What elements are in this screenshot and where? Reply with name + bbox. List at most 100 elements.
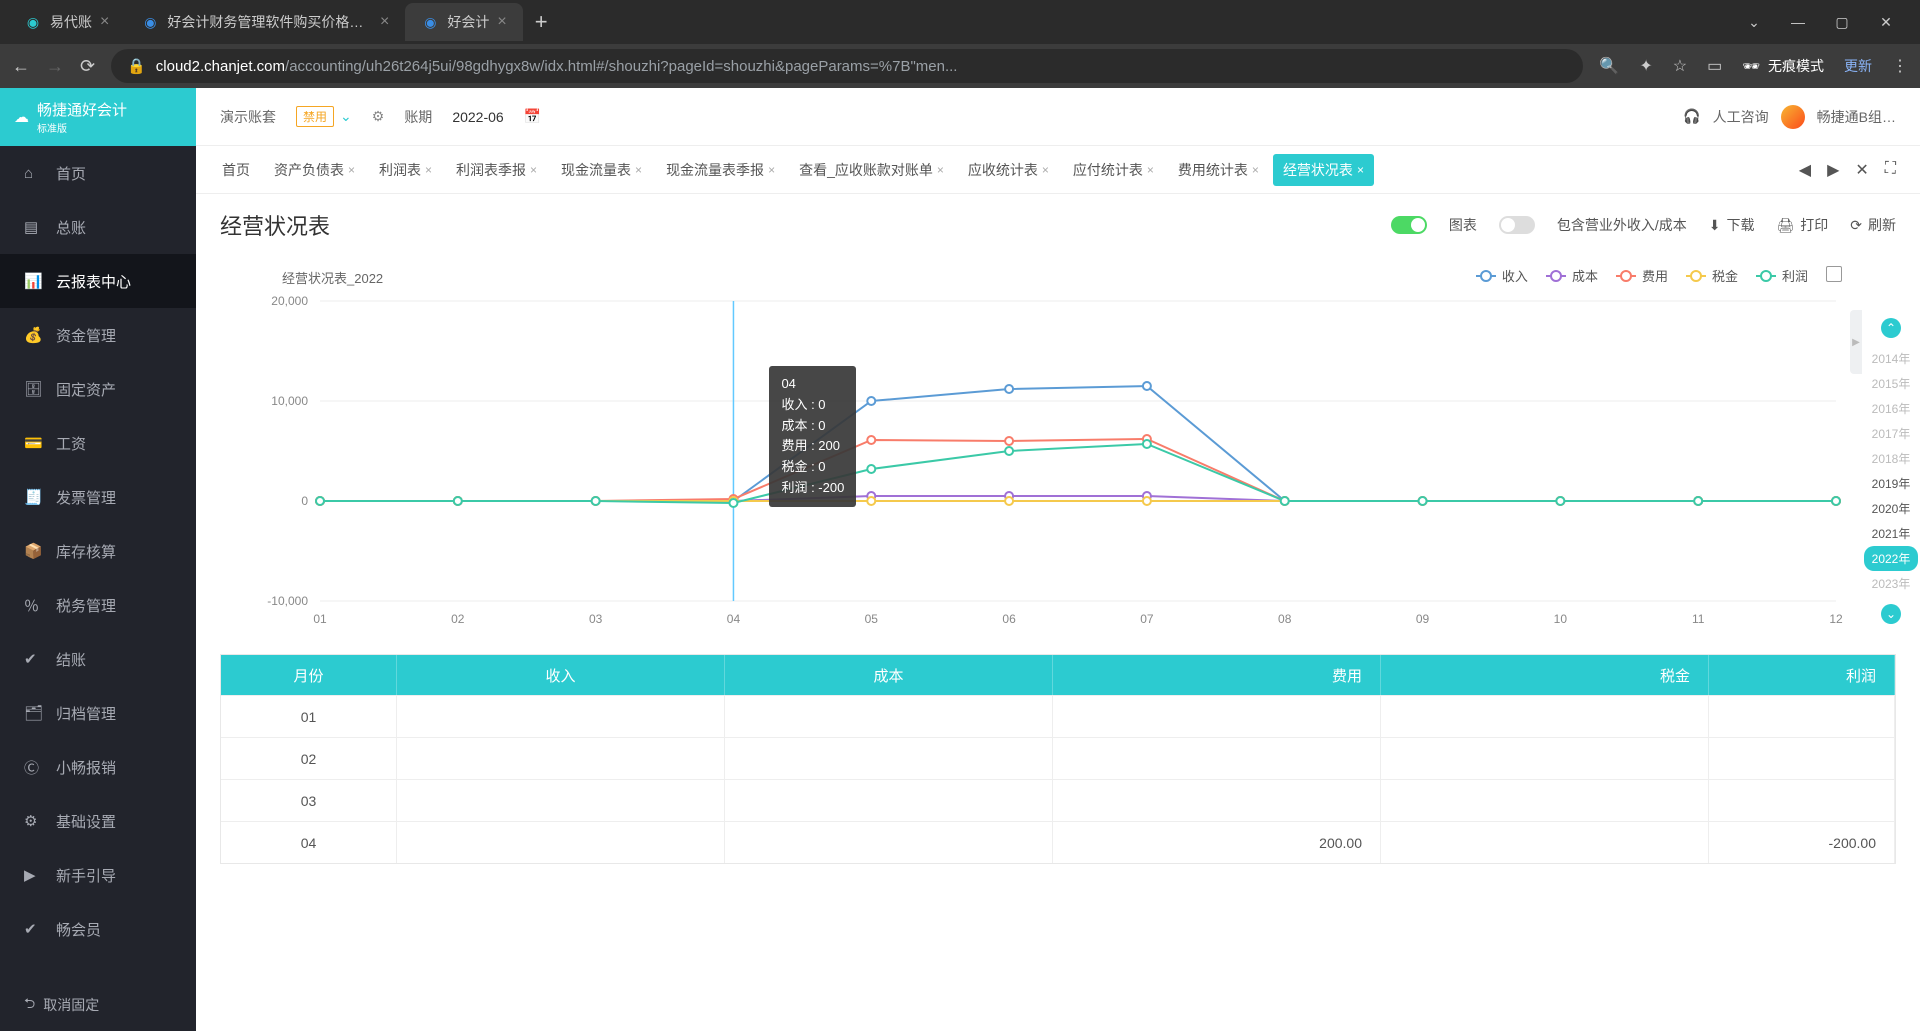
- sidebar-item[interactable]: 🧾发票管理: [0, 470, 196, 524]
- tabstrip-prev[interactable]: ◀: [1799, 160, 1811, 180]
- app-tab[interactable]: 利润表×: [369, 154, 442, 186]
- year-option[interactable]: 2023年: [1864, 571, 1919, 596]
- app-tab[interactable]: 资产负债表×: [264, 154, 365, 186]
- svg-text:05: 05: [865, 612, 879, 626]
- year-option[interactable]: 2021年: [1864, 521, 1919, 546]
- sidebar-item[interactable]: ％税务管理: [0, 578, 196, 632]
- sidebar-item[interactable]: Ⓒ小畅报销: [0, 740, 196, 794]
- calendar-icon[interactable]: 📅: [524, 108, 541, 125]
- app-tab-close-icon[interactable]: ×: [937, 163, 944, 177]
- sidebar-item[interactable]: ✔畅会员: [0, 902, 196, 956]
- window-close[interactable]: ✕: [1876, 14, 1896, 31]
- year-option[interactable]: 2015年: [1864, 371, 1919, 396]
- app-tab[interactable]: 现金流量表季报×: [656, 154, 785, 186]
- reader-icon[interactable]: ▭: [1707, 56, 1722, 76]
- avatar[interactable]: [1781, 105, 1805, 129]
- sidebar-item[interactable]: 📦库存核算: [0, 524, 196, 578]
- app-tab[interactable]: 利润表季报×: [446, 154, 547, 186]
- app-tab-close-icon[interactable]: ×: [530, 163, 537, 177]
- settings-icon[interactable]: ⚙: [372, 108, 385, 125]
- sidebar-item[interactable]: 📊云报表中心: [0, 254, 196, 308]
- app-tab-close-icon[interactable]: ×: [1357, 163, 1364, 177]
- extension-icon[interactable]: ✦: [1639, 56, 1652, 76]
- sidebar-unpin[interactable]: ⮌ 取消固定: [0, 979, 196, 1031]
- chart-save-icon[interactable]: [1826, 266, 1842, 282]
- sidebar-item[interactable]: ▤总账: [0, 200, 196, 254]
- year-up-button[interactable]: ⌃: [1881, 318, 1901, 338]
- app-tab[interactable]: 应付统计表×: [1063, 154, 1164, 186]
- browser-menu[interactable]: ⋮: [1892, 56, 1908, 76]
- app-tab-close-icon[interactable]: ×: [1147, 163, 1154, 177]
- sidebar-item[interactable]: 💰资金管理: [0, 308, 196, 362]
- browser-tab[interactable]: ◉ 好会计财务管理软件购买价格及… ×: [125, 3, 405, 41]
- nav-back[interactable]: ←: [12, 56, 30, 77]
- user-label[interactable]: 畅捷通B组…: [1817, 107, 1896, 127]
- tab-close-icon[interactable]: ×: [100, 13, 109, 31]
- year-down-button[interactable]: ⌄: [1881, 604, 1901, 624]
- app-tab[interactable]: 查看_应收账款对账单×: [789, 154, 954, 186]
- sidebar-item[interactable]: 🗄固定资产: [0, 362, 196, 416]
- year-option[interactable]: 2016年: [1864, 396, 1919, 421]
- sidebar-item[interactable]: 🗂归档管理: [0, 686, 196, 740]
- refresh-button[interactable]: ⟳刷新: [1850, 215, 1896, 235]
- sidebar-item[interactable]: ▶新手引导: [0, 848, 196, 902]
- logo[interactable]: ☁ 畅捷通好会计 标准版: [0, 88, 196, 146]
- download-button[interactable]: ⬇下载: [1709, 215, 1755, 235]
- nav-reload[interactable]: ⟳: [80, 56, 95, 77]
- year-option[interactable]: 2020年: [1864, 496, 1919, 521]
- tabstrip-fullscreen[interactable]: ⛶: [1885, 160, 1896, 180]
- legend-item[interactable]: 费用: [1616, 266, 1668, 285]
- app-tab-close-icon[interactable]: ×: [348, 163, 355, 177]
- window-minimize[interactable]: —: [1788, 14, 1808, 31]
- tab-close-icon[interactable]: ×: [497, 13, 506, 31]
- legend-item[interactable]: 收入: [1476, 266, 1528, 285]
- app-tab-close-icon[interactable]: ×: [1252, 163, 1259, 177]
- app-tab[interactable]: 经营状况表×: [1273, 154, 1374, 186]
- year-option[interactable]: 2019年: [1864, 471, 1919, 496]
- year-option[interactable]: 2022年: [1864, 546, 1919, 571]
- year-option[interactable]: 2017年: [1864, 421, 1919, 446]
- app-tab[interactable]: 费用统计表×: [1168, 154, 1269, 186]
- url-box[interactable]: 🔒 cloud2.chanjet.com /accounting/uh26t26…: [111, 49, 1583, 83]
- tabstrip-next[interactable]: ▶: [1827, 160, 1839, 180]
- browser-tab[interactable]: ◉ 易代账 ×: [8, 3, 125, 41]
- sidebar-item[interactable]: ⌂首页: [0, 146, 196, 200]
- nav-forward[interactable]: →: [46, 56, 64, 77]
- bookmark-icon[interactable]: ☆: [1673, 56, 1687, 76]
- account-name[interactable]: 演示账套: [220, 107, 276, 127]
- print-button[interactable]: 🖨打印: [1776, 215, 1828, 235]
- browser-tab[interactable]: ◉ 好会计 ×: [405, 3, 522, 41]
- app-tab[interactable]: 现金流量表×: [551, 154, 652, 186]
- year-option[interactable]: 2014年: [1864, 346, 1919, 371]
- tabstrip-close-all[interactable]: ✕: [1855, 160, 1868, 180]
- year-option[interactable]: 2018年: [1864, 446, 1919, 471]
- sidebar-item[interactable]: ⚙基础设置: [0, 794, 196, 848]
- app-tab-close-icon[interactable]: ×: [425, 163, 432, 177]
- support-label[interactable]: 人工咨询: [1713, 107, 1769, 127]
- window-dropdown[interactable]: ⌄: [1744, 14, 1764, 31]
- tab-close-icon[interactable]: ×: [380, 13, 389, 31]
- toggle-chart[interactable]: [1391, 216, 1427, 234]
- update-button[interactable]: 更新: [1844, 56, 1872, 76]
- zoom-icon[interactable]: 🔍: [1599, 56, 1619, 76]
- account-dropdown-icon[interactable]: ⌄: [340, 108, 352, 125]
- disable-badge[interactable]: 禁用: [296, 106, 334, 127]
- legend-item[interactable]: 税金: [1686, 266, 1738, 285]
- toggle-extra[interactable]: [1499, 216, 1535, 234]
- line-chart[interactable]: -10,000010,00020,00001020304050607080910…: [220, 291, 1896, 631]
- legend-item[interactable]: 利润: [1756, 266, 1808, 285]
- legend-item[interactable]: 成本: [1546, 266, 1598, 285]
- new-tab-button[interactable]: +: [523, 9, 560, 35]
- sidebar-item[interactable]: ✔结账: [0, 632, 196, 686]
- support-icon[interactable]: 🎧: [1683, 108, 1700, 125]
- app-tab[interactable]: 应收统计表×: [958, 154, 1059, 186]
- app-tab[interactable]: 首页: [212, 154, 260, 186]
- app-tab-close-icon[interactable]: ×: [1042, 163, 1049, 177]
- window-maximize[interactable]: ▢: [1832, 14, 1852, 31]
- sidebar-item-label: 税务管理: [56, 595, 116, 616]
- sidebar-item[interactable]: 💳工资: [0, 416, 196, 470]
- app-tab-close-icon[interactable]: ×: [635, 163, 642, 177]
- period-value[interactable]: 2022-06: [452, 109, 503, 125]
- rail-collapse-icon[interactable]: ▶: [1850, 310, 1862, 374]
- app-tab-close-icon[interactable]: ×: [768, 163, 775, 177]
